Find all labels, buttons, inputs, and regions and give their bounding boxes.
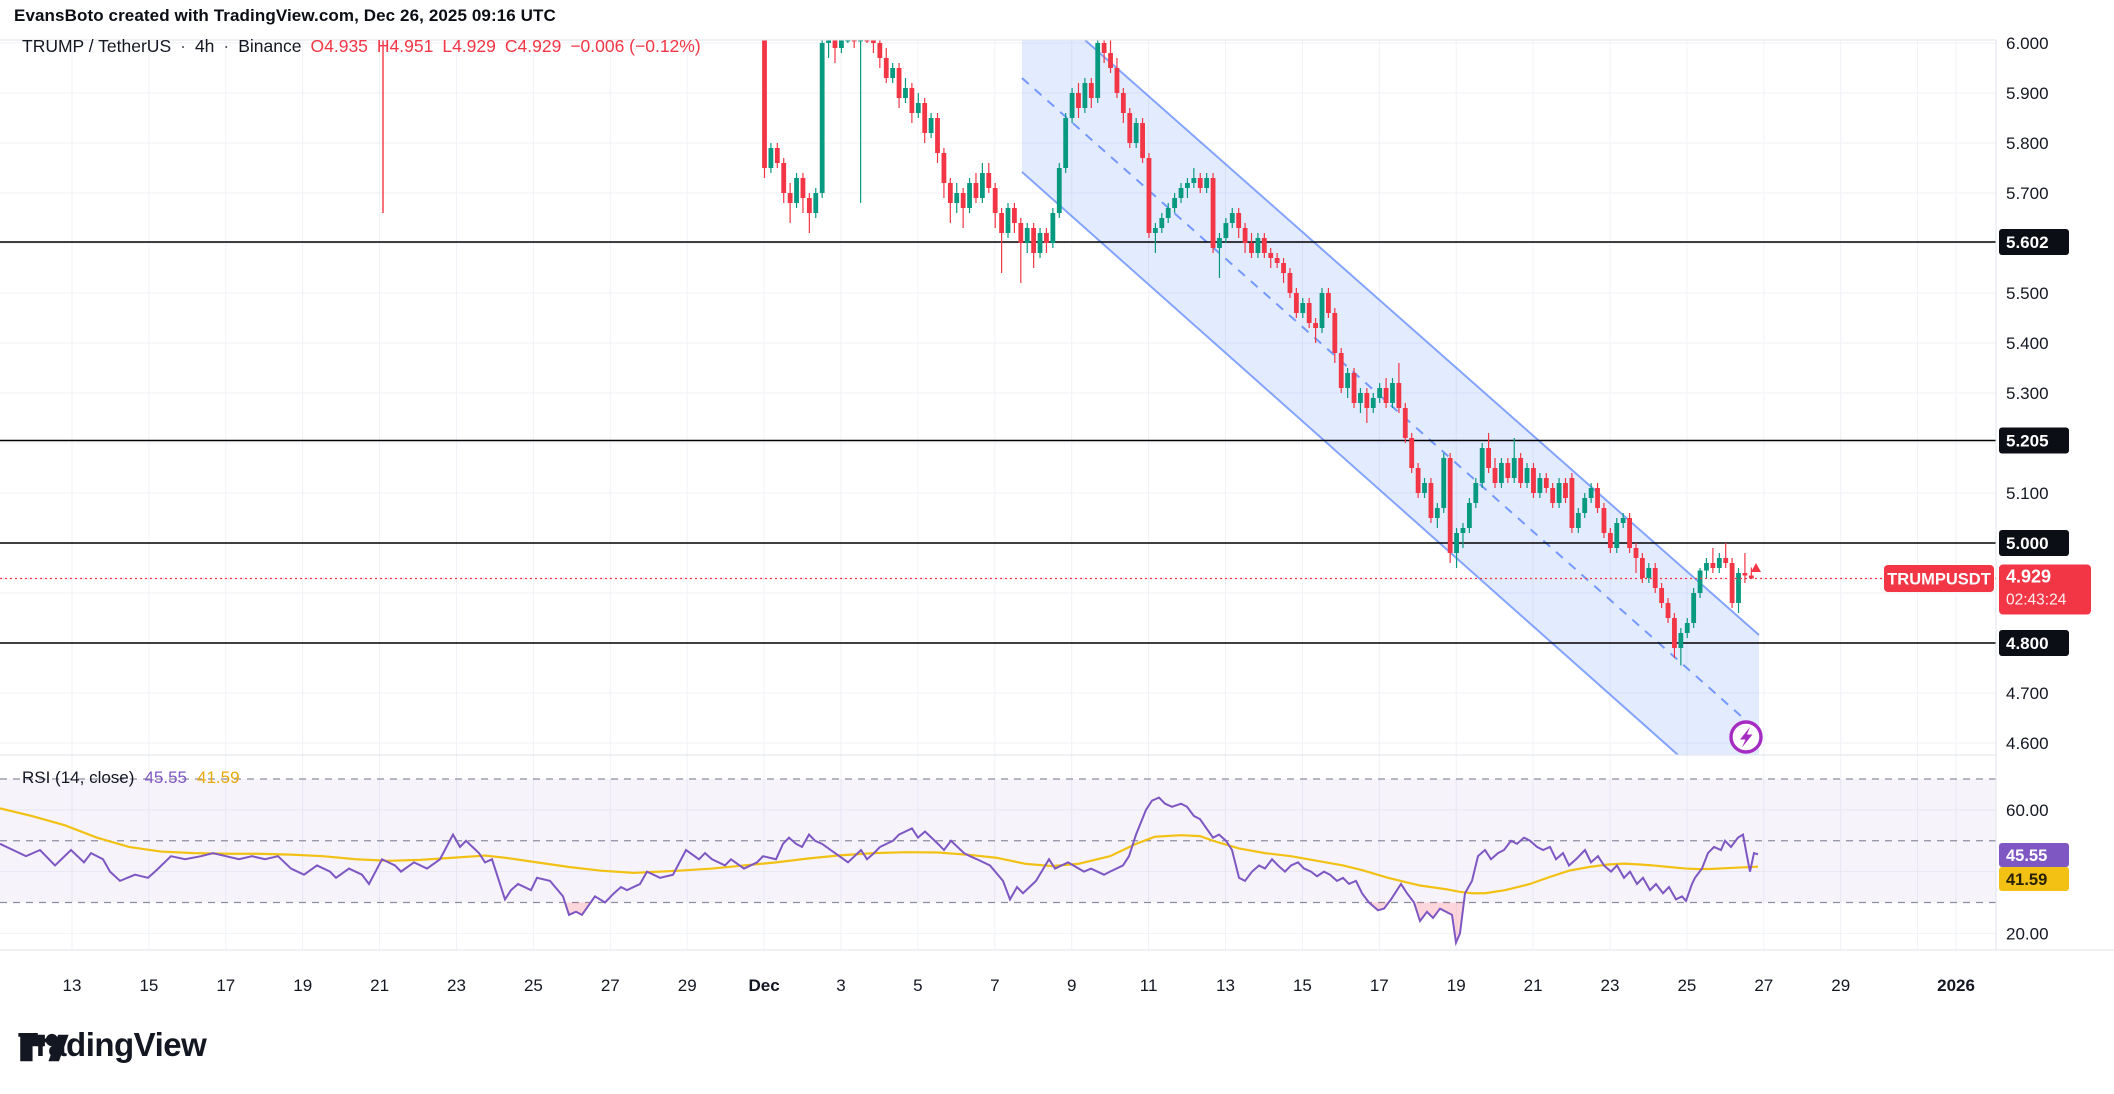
svg-text:2026: 2026 <box>1937 976 1975 995</box>
rsi-pane <box>0 778 1996 947</box>
svg-text:02:43:24: 02:43:24 <box>2006 592 2067 609</box>
svg-text:13: 13 <box>63 976 82 995</box>
svg-text:3: 3 <box>836 976 845 995</box>
price-tag: TRUMPUSDT <box>1884 565 1994 592</box>
svg-text:29: 29 <box>678 976 697 995</box>
rsi-value: 45.55 <box>144 768 187 787</box>
svg-text:4.800: 4.800 <box>2006 634 2049 653</box>
svg-text:27: 27 <box>1754 976 1773 995</box>
svg-text:19: 19 <box>1447 976 1466 995</box>
svg-text:20.00: 20.00 <box>2006 924 2049 943</box>
svg-text:21: 21 <box>1524 976 1543 995</box>
svg-text:7: 7 <box>990 976 999 995</box>
ohlc-change: −0.006 (−0.12%) <box>570 36 701 56</box>
svg-text:15: 15 <box>1293 976 1312 995</box>
svg-text:5.800: 5.800 <box>2006 134 2049 153</box>
pane-borders <box>0 39 2114 951</box>
svg-text:11: 11 <box>1140 976 1158 995</box>
ohlc-low: L4.929 <box>442 36 496 56</box>
svg-text:17: 17 <box>1370 976 1389 995</box>
rsi-oversold-fill <box>565 902 591 915</box>
svg-text:5.700: 5.700 <box>2006 184 2049 203</box>
last-price-marker <box>1751 563 1761 572</box>
ohlc-close: C4.929 <box>504 36 562 56</box>
svg-text:5.500: 5.500 <box>2006 284 2049 303</box>
svg-text:5.205: 5.205 <box>2006 432 2049 451</box>
svg-text:27: 27 <box>601 976 620 995</box>
svg-text:9: 9 <box>1067 976 1076 995</box>
svg-text:4.929: 4.929 <box>2006 567 2051 587</box>
svg-text:Dec: Dec <box>749 976 780 995</box>
price-countdown-box <box>1999 564 2091 615</box>
rsi-legend[interactable]: RSI (14, close) 45.55 41.59 <box>22 768 240 788</box>
svg-text:4.600: 4.600 <box>2006 734 2049 753</box>
svg-text:5.300: 5.300 <box>2006 384 2049 403</box>
svg-text:6.000: 6.000 <box>2006 34 2049 53</box>
horizontal-level-lines[interactable] <box>0 241 1996 644</box>
interval-label: 4h <box>194 36 215 56</box>
svg-text:5.400: 5.400 <box>2006 334 2049 353</box>
svg-text:25: 25 <box>1677 976 1696 995</box>
svg-text:45.55: 45.55 <box>2006 847 2047 865</box>
rsi-title: RSI (14, close) <box>22 768 135 787</box>
svg-text:15: 15 <box>139 976 158 995</box>
attribution-text: EvansBoto created with TradingView.com, … <box>14 6 556 25</box>
lightning-icon[interactable] <box>1729 720 1763 754</box>
rsi-oversold-fill <box>1414 902 1464 943</box>
rsi-ma-value: 41.59 <box>196 768 240 787</box>
symbol-legend[interactable]: TRUMP / TetherUS · 4h · Binance O4.935 H… <box>22 36 701 57</box>
svg-text:5: 5 <box>913 976 922 995</box>
candles <box>382 40 1754 666</box>
svg-text:41.59: 41.59 <box>2006 871 2047 889</box>
price-axis[interactable]: 6.000 5.900 5.800 5.700 5.500 5.400 5.300 5.100… <box>1999 34 2091 753</box>
tradingview-logo-icon <box>20 1033 69 1062</box>
svg-text:13: 13 <box>1216 976 1235 995</box>
svg-text:4.700: 4.700 <box>2006 684 2049 703</box>
legend-separator: · <box>180 36 186 56</box>
svg-text:5.000: 5.000 <box>2006 534 2049 553</box>
svg-text:29: 29 <box>1831 976 1850 995</box>
svg-text:25: 25 <box>524 976 543 995</box>
current-price-line <box>0 563 1996 580</box>
rsi-ma-line <box>0 807 1759 895</box>
svg-text:23: 23 <box>1601 976 1620 995</box>
svg-text:60.00: 60.00 <box>2006 801 2049 820</box>
svg-text:5.602: 5.602 <box>2006 233 2049 252</box>
exchange-label: Binance <box>238 36 302 56</box>
svg-text:19: 19 <box>293 976 312 995</box>
symbol-name: TRUMP / TetherUS <box>22 36 172 56</box>
rsi-line <box>0 796 1759 947</box>
svg-text:17: 17 <box>216 976 235 995</box>
svg-text:TRUMPUSDT: TRUMPUSDT <box>1887 571 1991 589</box>
svg-text:23: 23 <box>447 976 466 995</box>
time-axis[interactable]: 13 15 17 19 21 23 25 27 29 Dec 3 5 7 9 11 13 15 17 19 21 23 2… <box>63 976 1975 995</box>
svg-text:5.100: 5.100 <box>2006 484 2049 503</box>
svg-text:5.900: 5.900 <box>2006 84 2049 103</box>
rsi-axis[interactable]: 60.00 20.00 45.55 41.59 <box>1999 801 2069 944</box>
ohlc-high: H4.951 <box>376 36 434 56</box>
svg-text:21: 21 <box>370 976 389 995</box>
ohlc-open: O4.935 <box>310 36 368 56</box>
legend-separator: · <box>223 36 230 56</box>
tradingview-logo: TradingView <box>18 1026 207 1064</box>
